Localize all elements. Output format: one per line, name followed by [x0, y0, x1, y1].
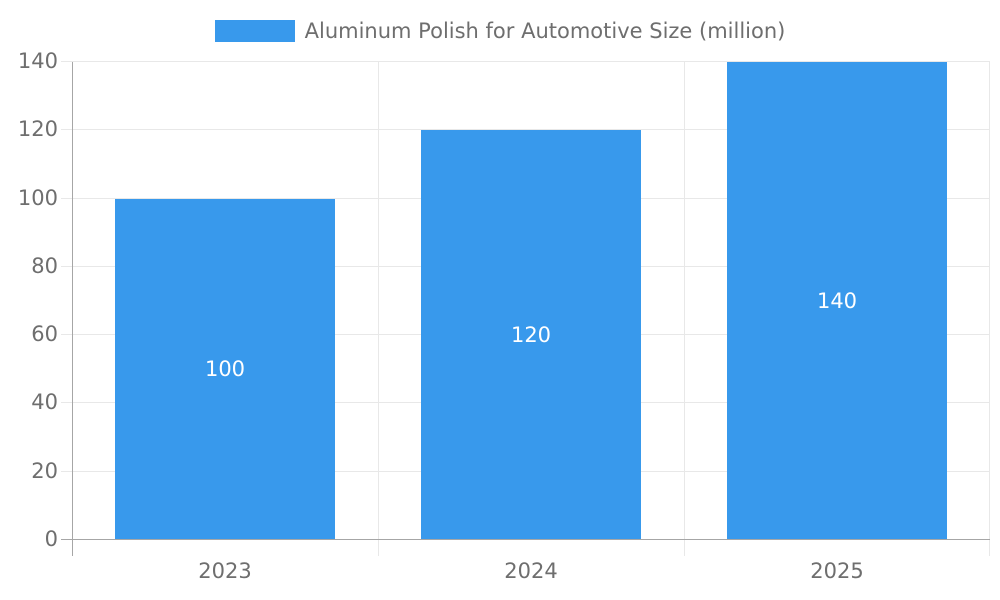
y-tick-label: 0	[44, 527, 58, 551]
y-tick-label: 140	[17, 49, 58, 73]
bar-2024: 120	[421, 130, 641, 540]
y-tick-label: 60	[31, 322, 58, 347]
v-gridline	[378, 62, 379, 556]
x-axis-line	[61, 539, 990, 540]
y-axis-line	[72, 62, 73, 556]
legend-item[interactable]: Aluminum Polish for Automotive Size (mil…	[214, 19, 786, 43]
plot-area: 100 2023 120 2024 140 2025	[61, 61, 990, 582]
bar-2023: 100	[115, 198, 335, 540]
x-tick-label-2023: 2023	[198, 559, 252, 583]
x-tick-label-2024: 2024	[504, 559, 558, 583]
bar-value-label: 140	[816, 288, 858, 313]
y-tick-label: 40	[31, 390, 58, 415]
bar-value-label: 100	[204, 356, 246, 381]
y-tick-label: 100	[17, 185, 58, 210]
x-tick-label-2025: 2025	[810, 559, 864, 583]
bar-2025: 140	[727, 62, 947, 540]
chart-legend: Aluminum Polish for Automotive Size (mil…	[0, 19, 1000, 43]
legend-swatch-icon	[214, 20, 295, 42]
h-gridline	[61, 61, 990, 62]
v-gridline	[684, 62, 685, 556]
v-gridline	[989, 62, 990, 556]
h-gridline	[61, 129, 990, 131]
y-tick-label: 20	[31, 458, 58, 483]
y-tick-label: 120	[17, 117, 58, 142]
bar-value-label: 120	[510, 322, 552, 347]
y-tick-label: 80	[31, 253, 58, 278]
legend-label: Aluminum Polish for Automotive Size (mil…	[304, 19, 786, 43]
